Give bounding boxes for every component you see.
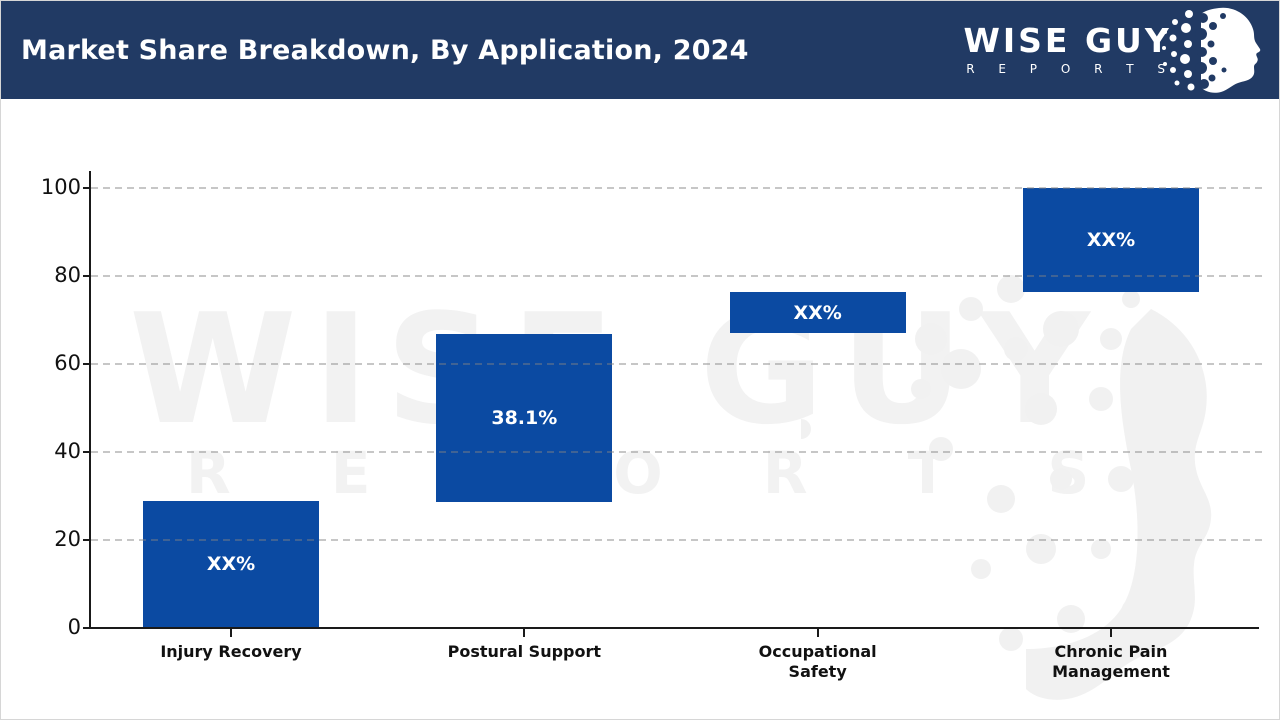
y-tick-mark bbox=[83, 539, 91, 541]
gridline-y20 bbox=[91, 539, 1265, 541]
bar-2: 38.1% bbox=[436, 334, 613, 502]
waterfall-chart: WISE GUY R E P O R T S 0 20 40 60 80 100 XX% 38… bbox=[1, 99, 1279, 719]
y-axis-line bbox=[89, 171, 91, 629]
bar-value-label: XX% bbox=[793, 301, 842, 324]
x-category-label: Injury Recovery bbox=[160, 642, 302, 661]
y-tick-label: 60 bbox=[54, 351, 81, 375]
y-tick-label: 0 bbox=[67, 615, 81, 639]
x-tick-mark bbox=[230, 629, 232, 637]
y-tick-mark bbox=[83, 451, 91, 453]
bar-4: XX% bbox=[1022, 188, 1199, 292]
x-axis-line bbox=[89, 627, 1259, 629]
page-title: Market Share Breakdown, By Application, … bbox=[21, 34, 749, 66]
wise-guy-reports-logo: WISE GUY R E P O R T S bbox=[960, 4, 1265, 96]
gridline-y60 bbox=[91, 363, 1265, 365]
logo-head-icon bbox=[1162, 7, 1261, 93]
bar-value-label: XX% bbox=[1086, 228, 1136, 251]
y-tick-label: 20 bbox=[54, 527, 81, 551]
y-tick-label: 100 bbox=[40, 175, 81, 199]
logo-subtitle: R E P O R T S bbox=[966, 62, 1175, 76]
y-tick-mark bbox=[83, 275, 91, 277]
header-bar: Market Share Breakdown, By Application, … bbox=[1, 1, 1279, 99]
y-tick-mark bbox=[83, 187, 91, 189]
y-tick-mark bbox=[83, 363, 91, 365]
x-category-label: Occupational Safety bbox=[758, 642, 877, 681]
gridline-y80 bbox=[91, 275, 1265, 277]
x-tick-mark bbox=[816, 629, 819, 637]
gridline-y40 bbox=[91, 451, 1265, 453]
gridline-y100 bbox=[91, 187, 1265, 189]
x-category-label: Postural Support bbox=[447, 642, 602, 661]
y-tick-mark bbox=[83, 627, 91, 629]
x-category-label: Chronic Pain Management bbox=[1052, 642, 1170, 681]
x-tick-mark bbox=[523, 629, 526, 637]
bar-3: XX% bbox=[729, 291, 906, 334]
x-tick-mark bbox=[1109, 629, 1112, 637]
bar-value-label: XX% bbox=[206, 553, 256, 576]
logo-text: WISE GUY R E P O R T S bbox=[960, 21, 1175, 77]
bar-value-label: 38.1% bbox=[491, 406, 558, 429]
logo-wordmark: WISE GUY bbox=[963, 21, 1172, 60]
bar-1: XX% bbox=[143, 500, 319, 628]
y-tick-label: 40 bbox=[54, 439, 81, 463]
y-tick-label: 80 bbox=[54, 263, 81, 287]
